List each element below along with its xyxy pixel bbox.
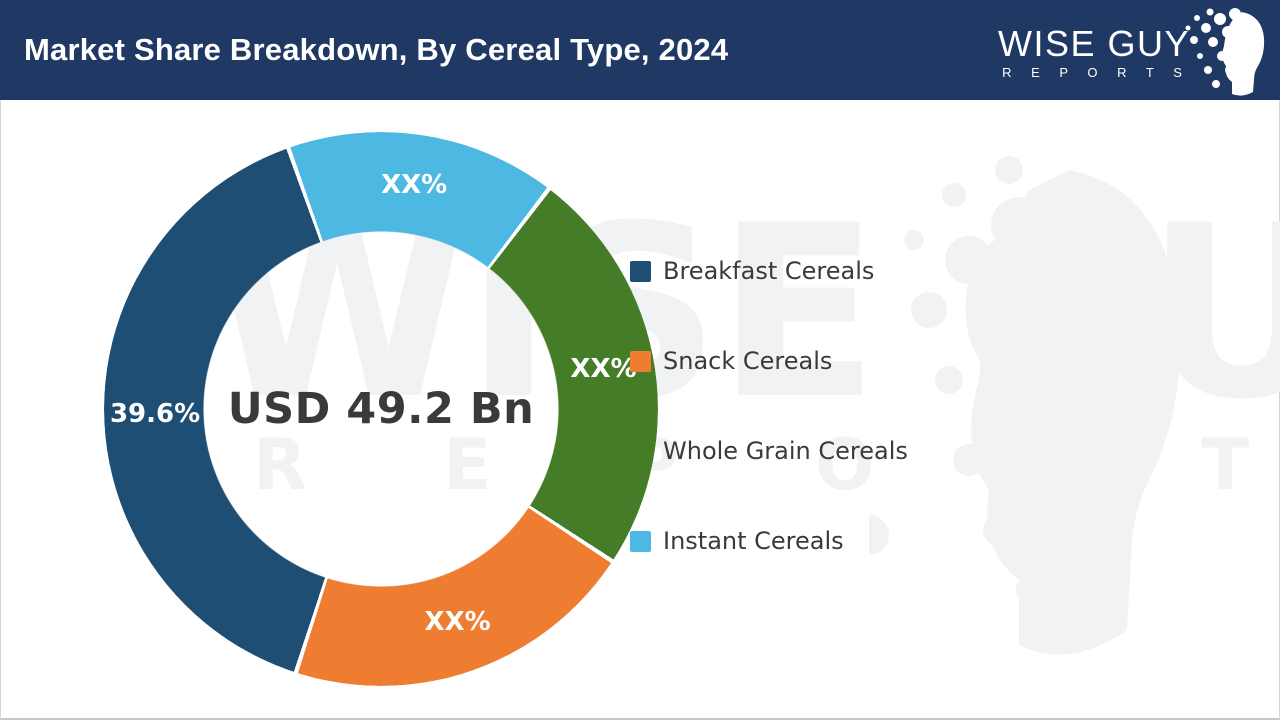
logo-head-icon: [1185, 8, 1265, 96]
legend-item: Instant Cereals: [630, 524, 908, 558]
slice-label-layer: XX% XX% XX% 39.6%: [104, 132, 658, 686]
slice-label: XX%: [381, 170, 448, 201]
slice-label: XX%: [424, 606, 491, 637]
legend-swatch: [630, 440, 651, 462]
logo-subtitle: R E P O R T S: [1002, 64, 1190, 80]
donut-center-value: USD 49.2 Bn: [227, 384, 535, 434]
logo-text: WISE GUY R E P O R T S: [997, 22, 1190, 80]
watermark-head-icon: [869, 156, 1180, 655]
slice-label: 39.6%: [109, 399, 201, 430]
logo-wordmark: WISE GUY: [997, 22, 1190, 64]
legend-item: Whole Grain Cereals: [630, 434, 908, 468]
legend-label: Instant Cereals: [663, 527, 844, 555]
page-title: Market Share Breakdown, By Cereal Type, …: [24, 32, 729, 67]
legend-item: Breakfast Cereals: [630, 254, 908, 288]
donut-chart: XX% XX% XX% 39.6% USD 49.2 Bn: [104, 132, 658, 686]
header-bar: Market Share Breakdown, By Cereal Type, …: [0, 0, 1280, 100]
legend: Breakfast Cereals Snack Cereals Whole Grai…: [630, 254, 908, 614]
legend-swatch: [630, 350, 651, 372]
legend-item: Snack Cereals: [630, 344, 908, 378]
wise-guy-logo: WISE GUY R E P O R T S: [998, 6, 1266, 98]
legend-swatch: [630, 530, 651, 552]
donut-ring: [104, 132, 658, 686]
legend-swatch: [630, 260, 651, 282]
chart-canvas: WISE GUY R E P O R T S XX%XX%XX%39.6% US…: [0, 100, 1280, 720]
legend-label: Whole Grain Cereals: [663, 437, 908, 465]
legend-label: Snack Cereals: [663, 347, 833, 375]
slice-label: XX%: [570, 354, 637, 385]
legend-label: Breakfast Cereals: [663, 257, 875, 285]
